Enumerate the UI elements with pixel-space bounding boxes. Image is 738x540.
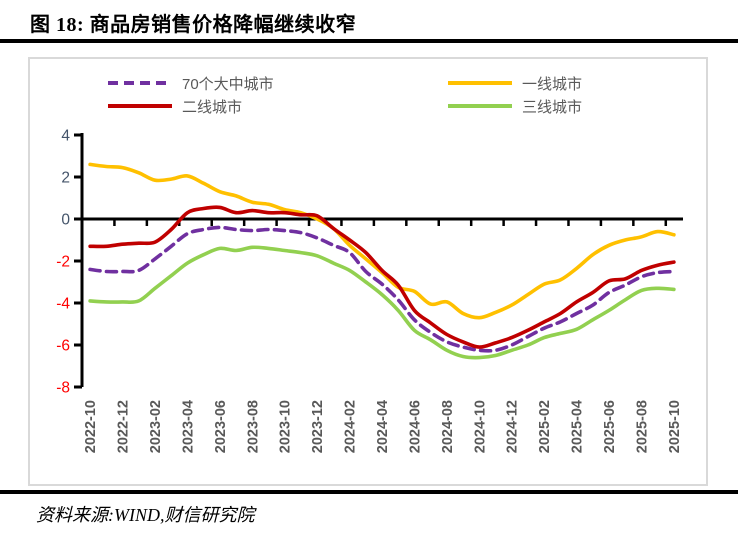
y-tick-label: 0: [61, 212, 70, 229]
x-tick-label: 2023-08: [245, 400, 261, 453]
series-line-70个大中城市: [88, 225, 676, 353]
y-tick-label: -4: [56, 296, 70, 313]
y-tick-label: 4: [61, 128, 70, 145]
x-tick-label: 2024-12: [505, 400, 521, 453]
data-source: 资料来源:WIND,财信研究院: [36, 505, 255, 525]
legend-item-70-cities[interactable]: 70个大中城市: [108, 75, 448, 93]
legend-label-tier2: 二线城市: [182, 98, 243, 116]
x-tick-label: 2025-02: [537, 400, 553, 453]
x-axis: 2022-10 2022-12 2023-02 2023-04 2023-06 2023-…: [80, 217, 683, 453]
x-tick-label: 2025-10: [667, 400, 683, 453]
legend-label-70-cities: 70个大中城市: [182, 75, 274, 93]
x-tick-label: 2024-08: [440, 400, 456, 453]
y-tick-label: -8: [56, 380, 70, 397]
y-tick-label: -2: [56, 254, 70, 271]
legend-item-tier2[interactable]: 二线城市: [108, 98, 448, 116]
x-tick-label: 2023-02: [148, 400, 164, 453]
x-tick-label: 2022-12: [116, 400, 132, 453]
y-axis: 4 2 0 -2 -4 -6 -8: [56, 128, 84, 397]
x-tick-label: 2024-02: [343, 400, 359, 453]
x-tick-label: 2022-10: [83, 400, 99, 453]
legend-swatch-tier2: [108, 104, 172, 108]
x-tick-label: 2025-04: [570, 400, 586, 453]
legend-item-tier3[interactable]: 三线城市: [448, 98, 583, 116]
legend-label-tier1: 一线城市: [522, 75, 583, 93]
x-tick-label: 2024-10: [472, 400, 488, 453]
figure-title: 图 18: 商品房销售价格降幅继续收窄: [30, 14, 357, 36]
x-tick-label: 2025-06: [602, 400, 618, 453]
x-tick-label: 2023-04: [180, 400, 196, 453]
chart-legend: 70个大中城市 一线城市 二线城市 三线城市: [108, 75, 583, 116]
footer-divider: [0, 490, 738, 494]
x-tick-label: 2025-08: [634, 400, 650, 453]
x-tick-label: 2024-06: [407, 400, 423, 453]
legend-label-tier3: 三线城市: [522, 98, 583, 116]
x-tick-label: 2024-04: [375, 400, 391, 453]
series-line-二线城市: [88, 205, 676, 349]
chart-panel: 4 2 0 -2 -4 -6 -8 2022-10 2022-12 2023-02 2023-04 2…: [28, 57, 708, 486]
legend-swatch-tier3: [448, 104, 512, 108]
legend-swatch-70-cities: [108, 81, 172, 85]
legend-swatch-tier1: [448, 81, 512, 85]
y-tick-label: -6: [56, 338, 70, 355]
x-tick-label: 2023-12: [310, 400, 326, 453]
x-tick-label: 2023-10: [278, 400, 294, 453]
legend-item-tier1[interactable]: 一线城市: [448, 75, 583, 93]
title-divider: [0, 39, 738, 43]
y-tick-label: 2: [61, 170, 70, 187]
x-tick-label: 2023-06: [213, 400, 229, 453]
series-line-三线城市: [88, 245, 676, 360]
